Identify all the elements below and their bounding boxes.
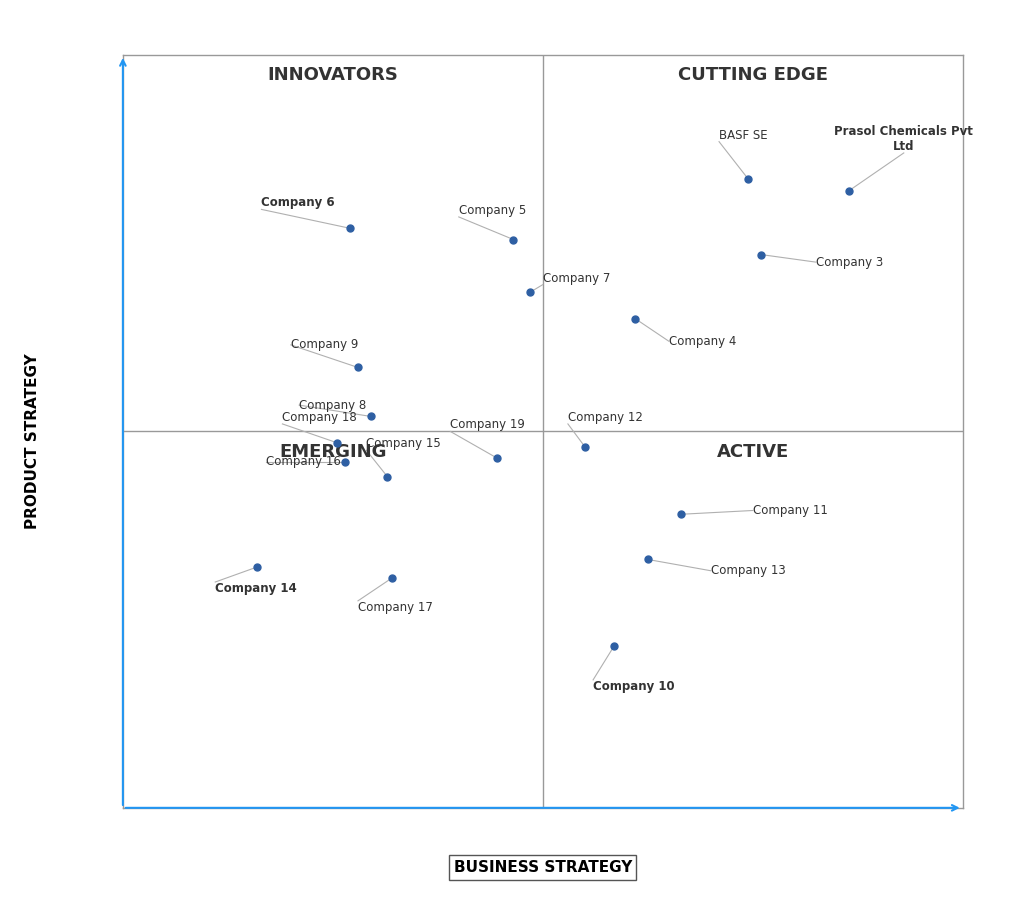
Point [350,360,367,375]
Text: Company 15: Company 15 [367,437,441,450]
Text: Company 16: Company 16 [265,455,341,468]
Text: BASF SE: BASF SE [719,129,768,141]
Text: PRODUCT STRATEGY: PRODUCT STRATEGY [26,353,40,529]
Point [606,639,623,654]
Text: Company 12: Company 12 [568,411,643,424]
Text: Company 11: Company 11 [753,504,827,517]
Text: Company 6: Company 6 [261,196,335,209]
Point [341,221,357,236]
Text: ACTIVE: ACTIVE [717,442,788,461]
Text: Company 18: Company 18 [283,411,357,424]
Text: Company 4: Company 4 [669,335,736,348]
Text: INNOVATORS: INNOVATORS [267,66,398,84]
Point [753,247,769,262]
Point [383,571,399,586]
Text: Prasol Chemicals Pvt
Ltd: Prasol Chemicals Pvt Ltd [835,125,973,153]
Point [740,172,757,186]
Text: EMERGING: EMERGING [280,442,386,461]
Text: Company 7: Company 7 [543,272,610,285]
Point [249,560,265,575]
Text: Company 10: Company 10 [593,680,675,693]
Point [329,435,345,450]
Point [627,311,643,326]
Point [522,285,539,299]
Text: CUTTING EDGE: CUTTING EDGE [678,66,827,84]
Point [505,232,521,247]
Text: Company 17: Company 17 [358,600,433,614]
Text: Company 19: Company 19 [451,419,525,431]
Text: Company 5: Company 5 [459,204,526,217]
Text: Company 3: Company 3 [815,255,883,269]
Point [337,454,353,469]
Text: Company 8: Company 8 [299,398,367,411]
Text: BUSINESS STRATEGY: BUSINESS STRATEGY [454,860,632,875]
Point [639,552,656,566]
Point [488,451,505,465]
Point [379,469,395,484]
Point [577,439,593,453]
Text: Company 13: Company 13 [711,565,785,577]
Point [362,409,379,424]
Point [841,184,857,198]
Text: Company 9: Company 9 [291,339,358,352]
Point [673,507,689,521]
Text: Company 14: Company 14 [215,582,297,595]
